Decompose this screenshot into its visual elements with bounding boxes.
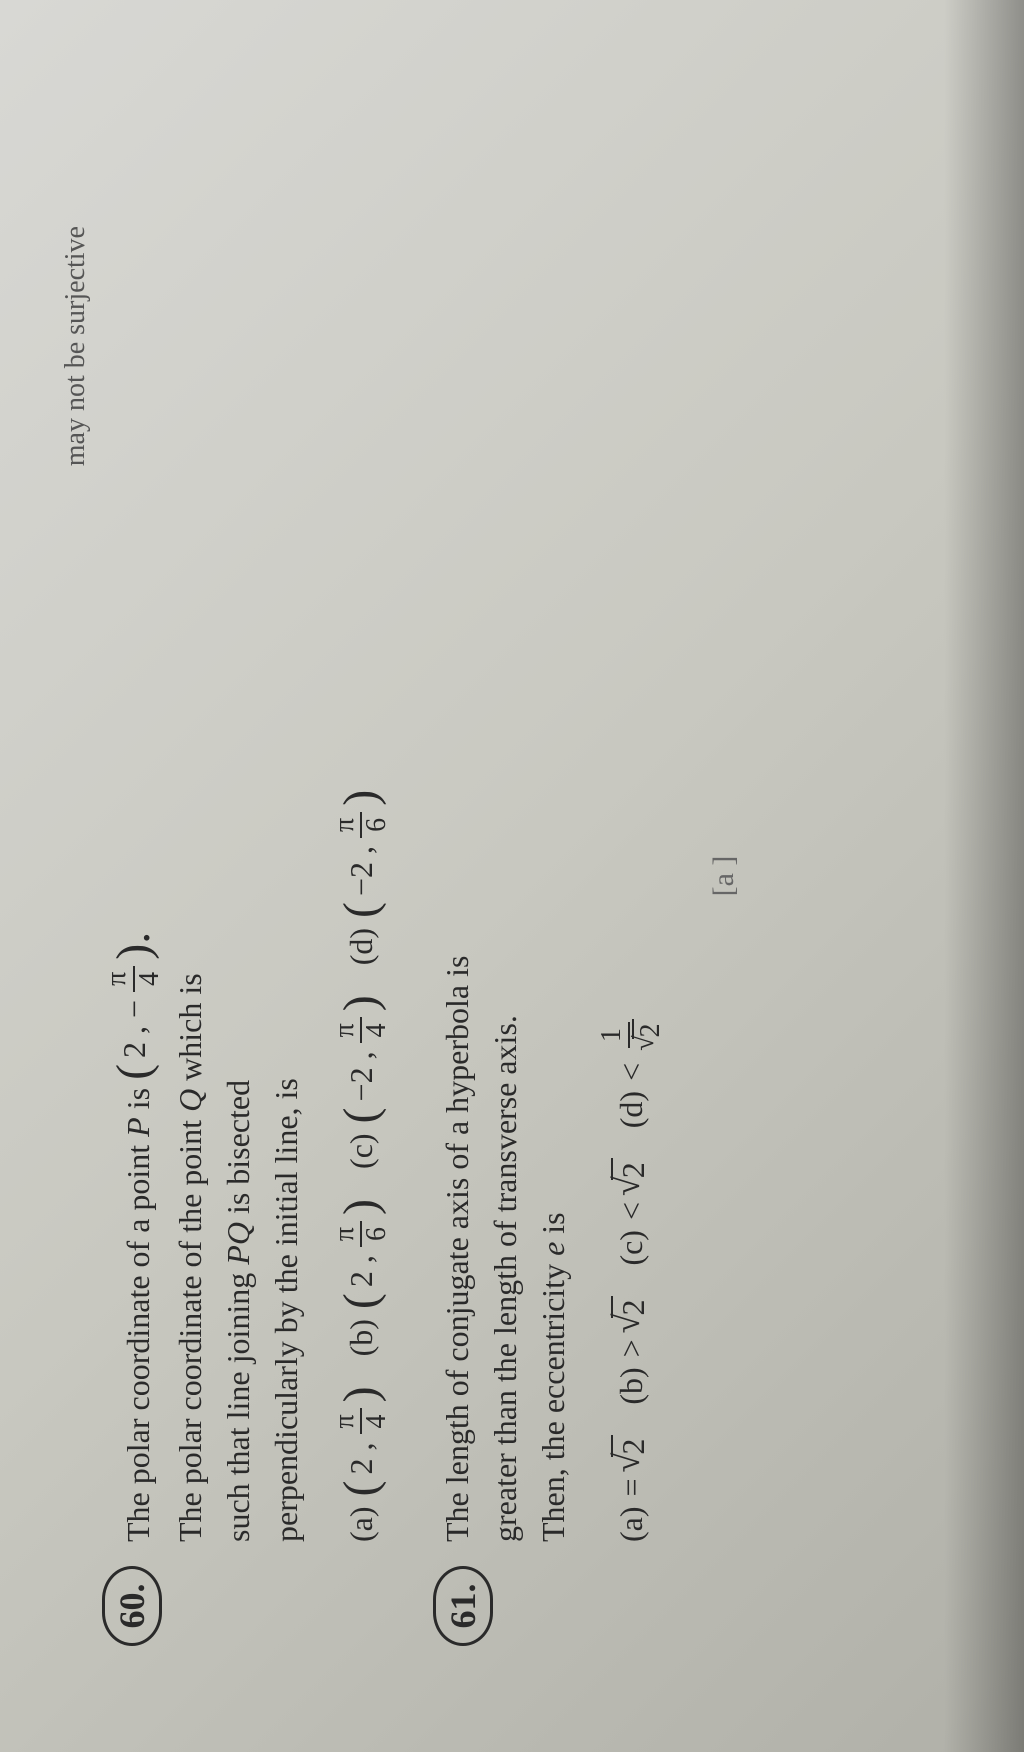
q61-option-d: (d) < 1√2 [597, 1013, 667, 1128]
q61-opt-d-label: (d) [613, 1091, 650, 1128]
q60-a-r: 2 [345, 1459, 377, 1475]
partial-header-text: may not be surjective [60, 226, 92, 1646]
question-60-number: 60. [102, 1566, 162, 1646]
q60-line2a: The polar coordinate of the point [172, 1112, 208, 1542]
q60-coord-num: π [102, 966, 135, 992]
q60-opt-a-label: (a) [343, 1506, 380, 1542]
q60-line3a: such that line joining [220, 1265, 256, 1542]
q60-pq: PQ [220, 1222, 256, 1265]
q61-b-val: 2 [611, 1296, 652, 1318]
q61-line1: The length of conjugate axis of a hyperb… [439, 956, 475, 1542]
q60-coord-p: (2,−π4). [102, 932, 166, 1080]
question-61-content: The length of conjugate axis of a hyperb… [433, 122, 667, 1542]
q61-d-den-wrap: √2 [630, 1013, 667, 1056]
q60-line4: perpendicularly by the initial line, is [268, 1078, 304, 1542]
q61-e: e [535, 1242, 571, 1256]
q61-a-val: 2 [611, 1435, 652, 1457]
sqrt-icon: √2 [611, 1296, 652, 1334]
bottom-fragment: [a ] [707, 106, 741, 1646]
q61-options: (a) = √2 (b) > √2 (c) < √2 (d) < [597, 122, 667, 1542]
question-60-text: The polar coordinate of a point P is (2,… [102, 122, 310, 1542]
q61-line2: greater than the length of transverse ax… [487, 1015, 523, 1542]
q60-opt-b-label: (b) [343, 1319, 380, 1356]
q61-d-num: 1 [597, 1022, 630, 1048]
q61-opt-b-label: (b) [613, 1367, 650, 1404]
q61-c-op: < [613, 1202, 650, 1220]
q60-line1b: is [120, 1080, 156, 1117]
q61-option-a: (a) = √2 [597, 1435, 667, 1542]
q60-line1a: The polar coordinate of a point [120, 1137, 156, 1542]
q60-opt-d-label: (d) [343, 928, 380, 965]
q60-d-den: 6 [362, 812, 393, 838]
q61-option-b: (b) > √2 [597, 1296, 667, 1405]
q61-a-eq: = [613, 1478, 650, 1496]
q60-b-num: π [330, 1221, 363, 1247]
question-61-number: 61. [433, 1566, 493, 1646]
q61-line3b: is [535, 1212, 571, 1241]
q60-option-c: (c) (−2,π4) [330, 995, 394, 1169]
q60-b-den: 6 [362, 1221, 393, 1247]
sqrt-icon: √2 [611, 1158, 652, 1196]
q60-line2b: which is [172, 973, 208, 1089]
q60-opt-c-label: (c) [343, 1133, 380, 1169]
q61-d-op: < [613, 1063, 650, 1081]
q60-coord-neg: − [118, 1000, 150, 1018]
q60-coord-den: 4 [135, 966, 166, 992]
page-shadow [944, 0, 1024, 1752]
q61-d-den: 2 [632, 1019, 667, 1039]
q61-option-c: (c) < √2 [597, 1158, 667, 1265]
q61-opt-c-label: (c) [613, 1230, 650, 1266]
question-60: 60. The polar coordinate of a point P is… [102, 106, 393, 1646]
q60-d-r: −2 [345, 862, 377, 896]
q60-c-r: −2 [345, 1067, 377, 1101]
q61-line3a: Then, the eccentricity [535, 1256, 571, 1542]
sqrt-icon: √2 [611, 1435, 652, 1473]
sqrt-icon: √2 [632, 1019, 667, 1050]
q60-options: (a) (2,π4) (b) (2,π6) (c) (−2,π4) (d) (−… [330, 122, 394, 1542]
q61-b-op: > [613, 1339, 650, 1357]
q60-coord-r: 2 [118, 1042, 150, 1058]
q60-p: P [120, 1117, 156, 1137]
q60-option-a: (a) (2,π4) [330, 1386, 394, 1542]
q60-a-num: π [330, 1408, 363, 1434]
q60-c-den: 4 [362, 1017, 393, 1043]
q60-b-r: 2 [345, 1271, 377, 1287]
q61-c-val: 2 [611, 1158, 652, 1180]
question-61-text: The length of conjugate axis of a hyperb… [433, 122, 577, 1542]
q60-c-num: π [330, 1017, 363, 1043]
q60-option-b: (b) (2,π6) [330, 1199, 394, 1356]
q60-q: Q [172, 1089, 208, 1112]
q60-line3b: is bisected [220, 1080, 256, 1222]
question-60-content: The polar coordinate of a point P is (2,… [102, 122, 393, 1542]
q61-opt-a-label: (a) [613, 1506, 650, 1542]
question-61: 61. The length of conjugate axis of a hy… [433, 106, 667, 1646]
q60-option-d: (d) (−2,π6) [330, 790, 394, 965]
q60-a-den: 4 [362, 1408, 393, 1434]
q60-d-num: π [330, 812, 363, 838]
